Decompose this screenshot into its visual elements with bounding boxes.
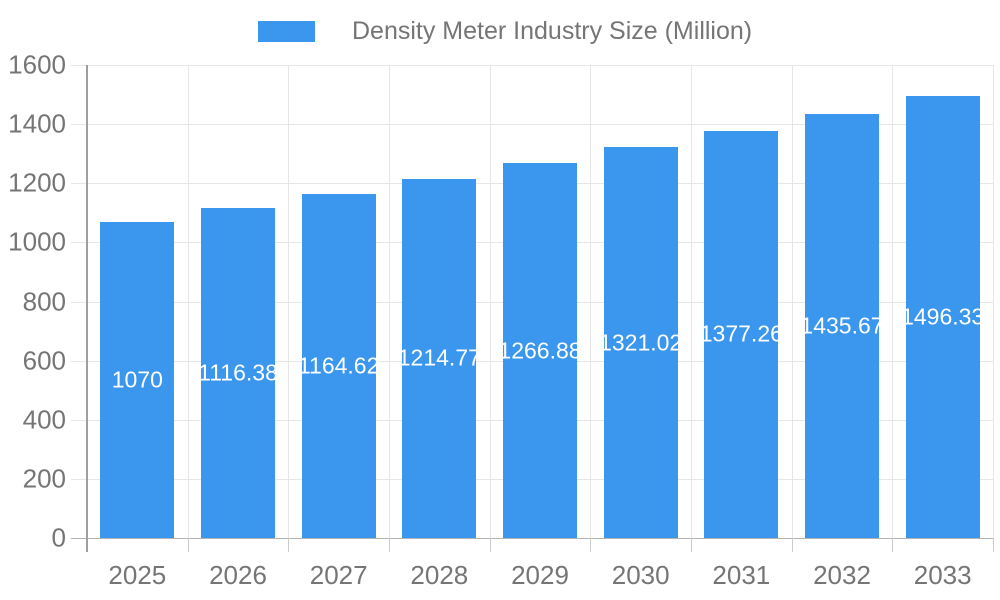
x-axis-tick — [187, 538, 189, 552]
x-axis-tick — [489, 538, 491, 552]
baseline — [71, 538, 993, 539]
bar — [100, 221, 175, 538]
x-tick-label: 2026 — [209, 560, 267, 590]
gridline-vertical — [288, 65, 290, 538]
y-tick-label: 200 — [22, 463, 66, 494]
bar — [503, 163, 577, 538]
x-axis-tick — [590, 538, 592, 552]
bar — [301, 193, 376, 538]
x-tick-label: 2032 — [813, 560, 871, 590]
gridline-vertical — [892, 65, 894, 538]
bar — [805, 113, 879, 538]
bar — [201, 207, 275, 538]
x-tick-label: 2028 — [410, 560, 469, 590]
x-axis-tick — [892, 538, 894, 552]
y-tick-label: 1600 — [8, 49, 66, 80]
x-axis-tick — [791, 538, 793, 552]
gridline-horizontal — [71, 65, 993, 66]
legend-swatch — [258, 20, 315, 42]
x-tick-label: 2031 — [712, 560, 771, 590]
x-axis-tick — [691, 538, 692, 552]
gridline-vertical — [791, 65, 793, 538]
y-tick-label: 800 — [22, 286, 66, 316]
x-tick-label: 2030 — [611, 560, 670, 590]
gridline-horizontal — [71, 124, 993, 126]
y-tick-label: 1400 — [8, 108, 66, 139]
x-axis-tick — [288, 538, 290, 552]
gridline-vertical — [187, 65, 189, 538]
x-tick-label: 2025 — [108, 560, 167, 590]
x-tick-label: 2027 — [309, 560, 368, 590]
bar — [603, 147, 678, 538]
bar — [905, 95, 980, 538]
legend: Density Meter Industry Size (Million) — [258, 16, 753, 45]
bar — [704, 130, 779, 538]
y-tick-label: 0 — [51, 522, 66, 553]
x-axis-tick — [993, 538, 994, 552]
y-tick-label: 600 — [22, 345, 66, 376]
gridline-vertical — [691, 65, 692, 538]
y-axis-line — [86, 65, 88, 552]
x-tick-label: 2029 — [511, 560, 569, 590]
gridline-vertical — [590, 65, 592, 538]
bar — [402, 178, 477, 538]
gridline-vertical — [993, 65, 994, 538]
gridline-vertical — [389, 65, 390, 538]
x-axis-tick — [389, 538, 390, 552]
y-tick-label: 400 — [22, 404, 66, 435]
y-tick-label: 1000 — [8, 226, 66, 257]
gridline-vertical — [489, 65, 491, 538]
legend-label: Density Meter Industry Size (Million) — [352, 16, 753, 45]
x-tick-label: 2033 — [913, 560, 972, 590]
y-tick-label: 1200 — [8, 167, 66, 198]
